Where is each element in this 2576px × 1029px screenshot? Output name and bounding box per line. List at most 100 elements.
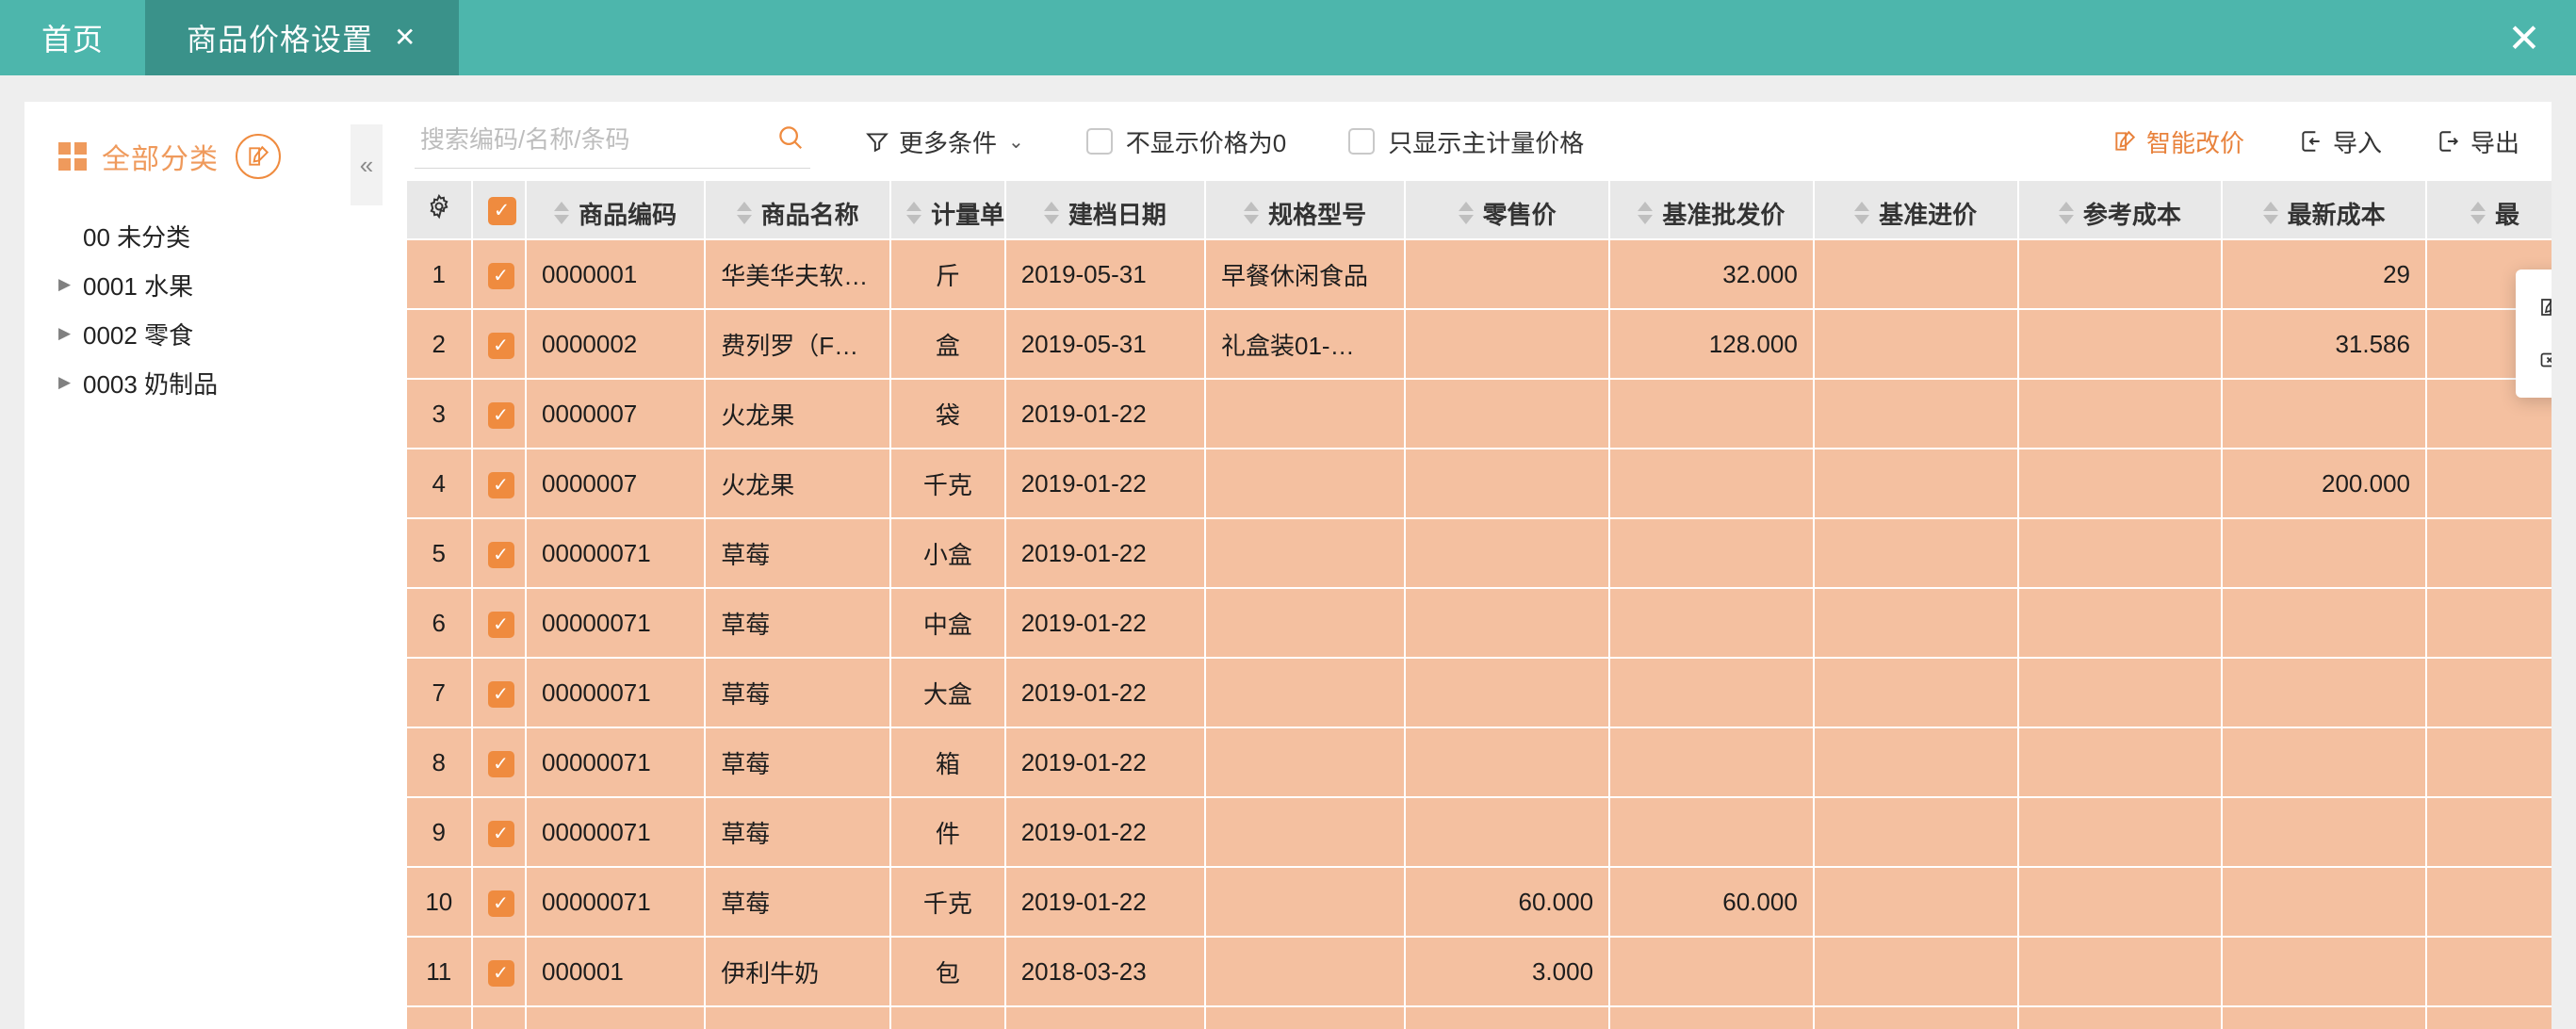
cell-unit[interactable]: 斤 bbox=[890, 239, 1006, 310]
column-select-all-header[interactable]: ✓ bbox=[471, 181, 528, 240]
cell-latest-cost[interactable] bbox=[2222, 937, 2427, 1007]
sort-icon[interactable] bbox=[1854, 202, 1870, 225]
cell-latest[interactable] bbox=[2425, 518, 2552, 589]
table-row[interactable]: 5 ✓ 00000071 草莓 小盒 2019-01-22 bbox=[407, 518, 2552, 589]
cell-reference-cost[interactable] bbox=[2017, 1006, 2224, 1029]
cell-base-purchase-price[interactable] bbox=[1813, 1006, 2019, 1029]
column-header-base-wholesale-price[interactable]: 基准批发价 bbox=[1609, 181, 1815, 240]
cell-base-purchase-price[interactable] bbox=[1813, 239, 2019, 310]
cell-date[interactable]: 2018-03-23 bbox=[1004, 937, 1207, 1007]
cell-latest-cost[interactable] bbox=[2222, 588, 2427, 659]
cell-retail-price[interactable]: 3.000 bbox=[1405, 937, 1611, 1007]
hide-zero-price-checkbox[interactable]: 不显示价格为0 bbox=[1085, 124, 1286, 159]
cell-unit[interactable]: 箱 bbox=[890, 727, 1006, 798]
cell-spec[interactable] bbox=[1205, 449, 1407, 519]
cell-latest-cost[interactable] bbox=[2222, 727, 2427, 798]
check-icon[interactable]: ✓ bbox=[487, 821, 514, 847]
cell-unit[interactable]: 件 bbox=[890, 797, 1006, 868]
cell-retail-price[interactable] bbox=[1405, 309, 1611, 380]
sort-icon[interactable] bbox=[2058, 202, 2074, 225]
cell-date[interactable]: 2019-01-22 bbox=[1004, 797, 1207, 868]
column-header-name[interactable]: 商品名称 bbox=[705, 181, 892, 240]
column-header-latest[interactable]: 最 bbox=[2425, 181, 2552, 240]
cell-row-checkbox[interactable]: ✓ bbox=[471, 1006, 528, 1029]
tree-item-uncategorized[interactable]: ▶ 00 未分类 bbox=[24, 211, 383, 260]
cell-code[interactable]: 00000071 bbox=[526, 518, 707, 589]
product-price-table-container[interactable]: ✓ 商品编码 商品名称 计量单 bbox=[407, 181, 2552, 1029]
cell-code[interactable]: 0000001 bbox=[526, 239, 707, 310]
cell-base-wholesale-price[interactable]: 60.000 bbox=[1609, 867, 1815, 938]
check-icon[interactable]: ✓ bbox=[487, 751, 514, 777]
cell-reference-cost[interactable] bbox=[2017, 867, 2224, 938]
cell-code[interactable]: 0000002 bbox=[526, 309, 707, 380]
sort-icon[interactable] bbox=[906, 202, 922, 225]
sort-icon[interactable] bbox=[1244, 202, 1260, 225]
cell-latest-cost[interactable] bbox=[2222, 379, 2427, 449]
cell-name[interactable]: 草莓 bbox=[705, 658, 892, 728]
cell-date[interactable]: 2019-05-31 bbox=[1004, 239, 1207, 310]
dropdown-item-batch-price-change[interactable]: 批量改价 bbox=[2516, 281, 2552, 334]
cell-code[interactable]: 0000007 bbox=[526, 379, 707, 449]
check-icon[interactable]: ✓ bbox=[487, 681, 514, 708]
cell-base-wholesale-price[interactable] bbox=[1609, 588, 1815, 659]
cell-retail-price[interactable] bbox=[1405, 239, 1611, 310]
table-row[interactable]: 9 ✓ 00000071 草莓件 2019-01-22 bbox=[407, 797, 2552, 868]
sort-icon[interactable] bbox=[736, 202, 752, 225]
cell-base-purchase-price[interactable] bbox=[1813, 937, 2019, 1007]
cell-date[interactable]: 2019-01-22 bbox=[1004, 518, 1207, 589]
check-icon[interactable]: ✓ bbox=[487, 890, 514, 917]
cell-name[interactable]: 草莓 bbox=[705, 797, 892, 868]
cell-reference-cost[interactable] bbox=[2017, 658, 2224, 728]
cell-unit[interactable]: 中盒 bbox=[890, 588, 1006, 659]
cell-date[interactable]: 2019-01-22 bbox=[1004, 867, 1207, 938]
cell-base-purchase-price[interactable] bbox=[1813, 727, 2019, 798]
cell-unit[interactable]: 千克 bbox=[890, 867, 1006, 938]
cell-code[interactable]: 00000071 bbox=[526, 867, 707, 938]
cell-date[interactable]: 2019-01-22 bbox=[1004, 727, 1207, 798]
chevron-right-icon[interactable]: ▶ bbox=[58, 324, 72, 342]
cell-spec[interactable] bbox=[1205, 588, 1407, 659]
cell-name[interactable]: 伊利牛奶 bbox=[705, 937, 892, 1007]
cell-reference-cost[interactable] bbox=[2017, 588, 2224, 659]
cell-name[interactable]: 草莓 bbox=[705, 518, 892, 589]
sort-icon[interactable] bbox=[2262, 202, 2278, 225]
cell-spec[interactable] bbox=[1205, 658, 1407, 728]
cell-name[interactable]: 草莓 bbox=[705, 727, 892, 798]
dropdown-item-batch-clear-price[interactable]: 批量清空价格 bbox=[2516, 334, 2552, 386]
cell-code[interactable]: 0000007 bbox=[526, 449, 707, 519]
table-row[interactable]: 10 ✓ 00000071 草莓 千克 2019-01-22 60.000 60.000 bbox=[407, 867, 2552, 938]
cell-row-checkbox[interactable]: ✓ bbox=[471, 867, 528, 938]
sort-icon[interactable] bbox=[1638, 202, 1654, 225]
cell-base-purchase-price[interactable] bbox=[1813, 449, 2019, 519]
search-box[interactable] bbox=[415, 114, 810, 169]
cell-unit[interactable]: 包 bbox=[890, 937, 1006, 1007]
cell-latest[interactable] bbox=[2425, 727, 2552, 798]
cell-latest-cost[interactable] bbox=[2222, 658, 2427, 728]
check-icon[interactable]: ✓ bbox=[487, 960, 514, 987]
column-header-latest-cost[interactable]: 最新成本 bbox=[2222, 181, 2427, 240]
cell-spec[interactable] bbox=[1205, 379, 1407, 449]
sort-icon[interactable] bbox=[2470, 202, 2486, 225]
cell-name[interactable]: 火龙果 bbox=[705, 379, 892, 449]
cell-base-wholesale-price[interactable] bbox=[1609, 727, 1815, 798]
export-button[interactable]: 导出 bbox=[2437, 124, 2519, 159]
check-icon[interactable]: ✓ bbox=[487, 542, 514, 568]
sort-icon[interactable] bbox=[554, 202, 570, 225]
cell-base-wholesale-price[interactable]: 32.000 bbox=[1609, 239, 1815, 310]
cell-name[interactable]: 水晶梨 bbox=[705, 1006, 892, 1029]
table-row[interactable]: 1 ✓ 0000001 华美华夫软… 斤 2019-05-31 早餐休闲食品 32.000 29 bbox=[407, 239, 2552, 310]
cell-reference-cost[interactable] bbox=[2017, 937, 2224, 1007]
table-row[interactable]: 7 ✓ 00000071 草莓 大盒 2019-01-22 bbox=[407, 658, 2552, 728]
more-conditions-button[interactable]: 更多条件 ⌄ bbox=[865, 124, 1024, 159]
column-header-spec[interactable]: 规格型号 bbox=[1205, 181, 1407, 240]
column-header-date[interactable]: 建档日期 bbox=[1004, 181, 1207, 240]
cell-retail-price[interactable]: 60.000 bbox=[1405, 867, 1611, 938]
cell-code[interactable]: 00000071 bbox=[526, 588, 707, 659]
cell-latest[interactable] bbox=[2425, 658, 2552, 728]
cell-name[interactable]: 华美华夫软… bbox=[705, 239, 892, 310]
smart-price-change-button[interactable]: 智能改价 bbox=[2112, 124, 2244, 159]
cell-date[interactable]: 2019-01-22 bbox=[1004, 658, 1207, 728]
cell-base-purchase-price[interactable] bbox=[1813, 867, 2019, 938]
cell-retail-price[interactable] bbox=[1405, 588, 1611, 659]
column-header-code[interactable]: 商品编码 bbox=[526, 181, 707, 240]
